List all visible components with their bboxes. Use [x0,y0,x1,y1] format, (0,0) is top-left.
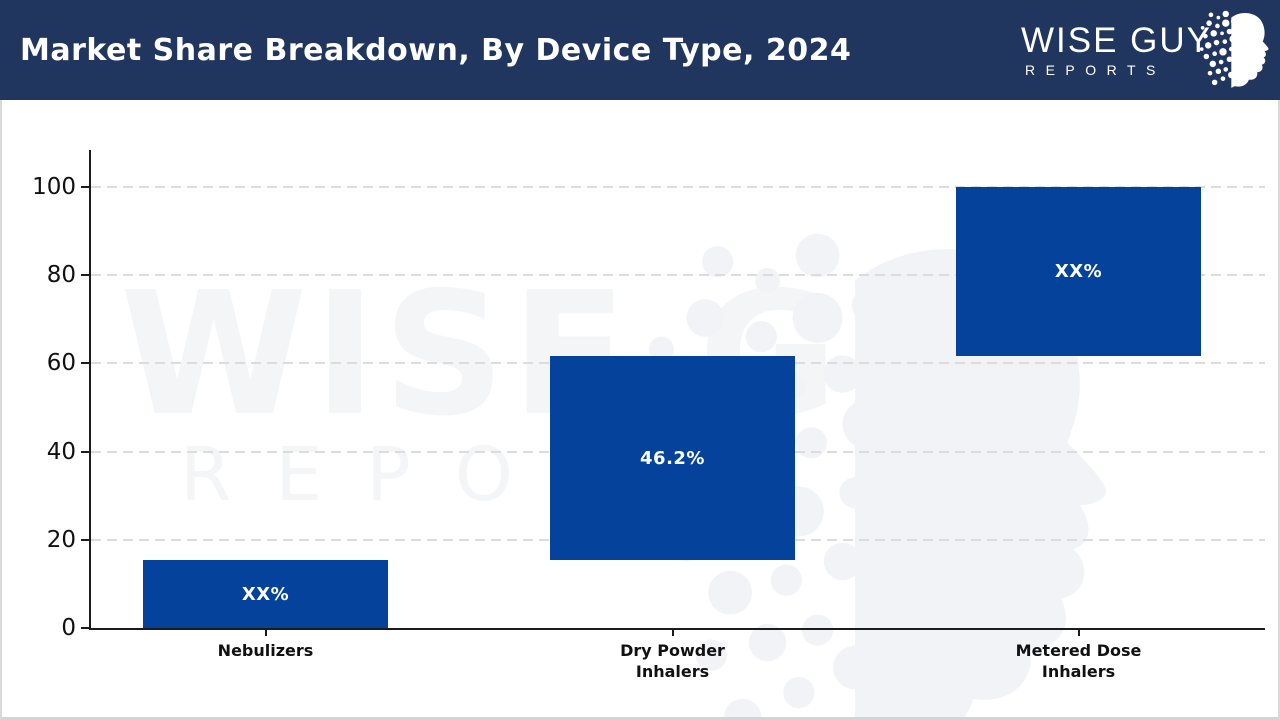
x-axis-line [89,628,1265,630]
x-tick [264,630,267,636]
page-title: Market Share Breakdown, By Device Type, … [20,32,852,68]
brand-logo: WISE GUY REPORTS [1021,6,1272,94]
x-category-label-line: Inhalers [635,662,710,681]
x-category-label-line: Inhalers [1041,662,1116,681]
brand-logo-text: WISE GUY REPORTS [1021,23,1212,78]
y-tick-label: 60 [46,350,76,377]
bar-value-label: XX% [241,583,290,605]
y-tick-40 [81,450,89,453]
y-tick-100 [81,186,89,188]
chart-area: WISE GUY REPORTS 0 20 40 60 80 100 XX% 46.2% XX%… [0,100,1280,720]
x-category-label-line: Nebulizers [217,641,314,660]
bar-segment: 46.2% [550,356,795,561]
y-axis-line [89,150,91,630]
x-category-label: Metered Dose Inhalers [919,640,1239,682]
y-tick-0 [81,627,89,629]
brand-subtitle: REPORTS [1024,61,1166,78]
y-tick-80 [81,274,89,277]
x-category-label-line: Dry Powder [620,641,725,660]
x-tick [671,630,674,636]
y-tick-60 [81,362,89,365]
y-tick-20 [81,538,89,541]
header: Market Share Breakdown, By Device Type, … [0,0,1280,100]
gridline-100 [91,186,1265,188]
x-category-label: Dry Powder Inhalers [513,640,833,682]
x-category-label: Nebulizers [106,640,426,661]
y-tick-label: 0 [61,615,76,641]
y-tick-label: 100 [32,174,76,200]
logo-dotted-face-icon [1198,8,1272,92]
x-tick [1077,630,1080,636]
chart-plot: 0 20 40 60 80 100 XX% 46.2% XX% Nebulizers Dry Pow… [2,100,1278,717]
bar-segment: XX% [143,560,388,628]
bar-value-label: XX% [1054,261,1103,283]
x-category-label-line: Metered Dose [1015,641,1142,660]
bar-value-label: 46.2% [640,447,705,469]
brand-name: WISE GUY [1020,20,1212,60]
gridline-80 [91,274,1265,277]
bar-segment: XX% [956,187,1201,357]
y-tick-label: 80 [46,262,76,289]
y-tick-label: 20 [46,526,76,553]
y-tick-label: 40 [46,438,76,465]
